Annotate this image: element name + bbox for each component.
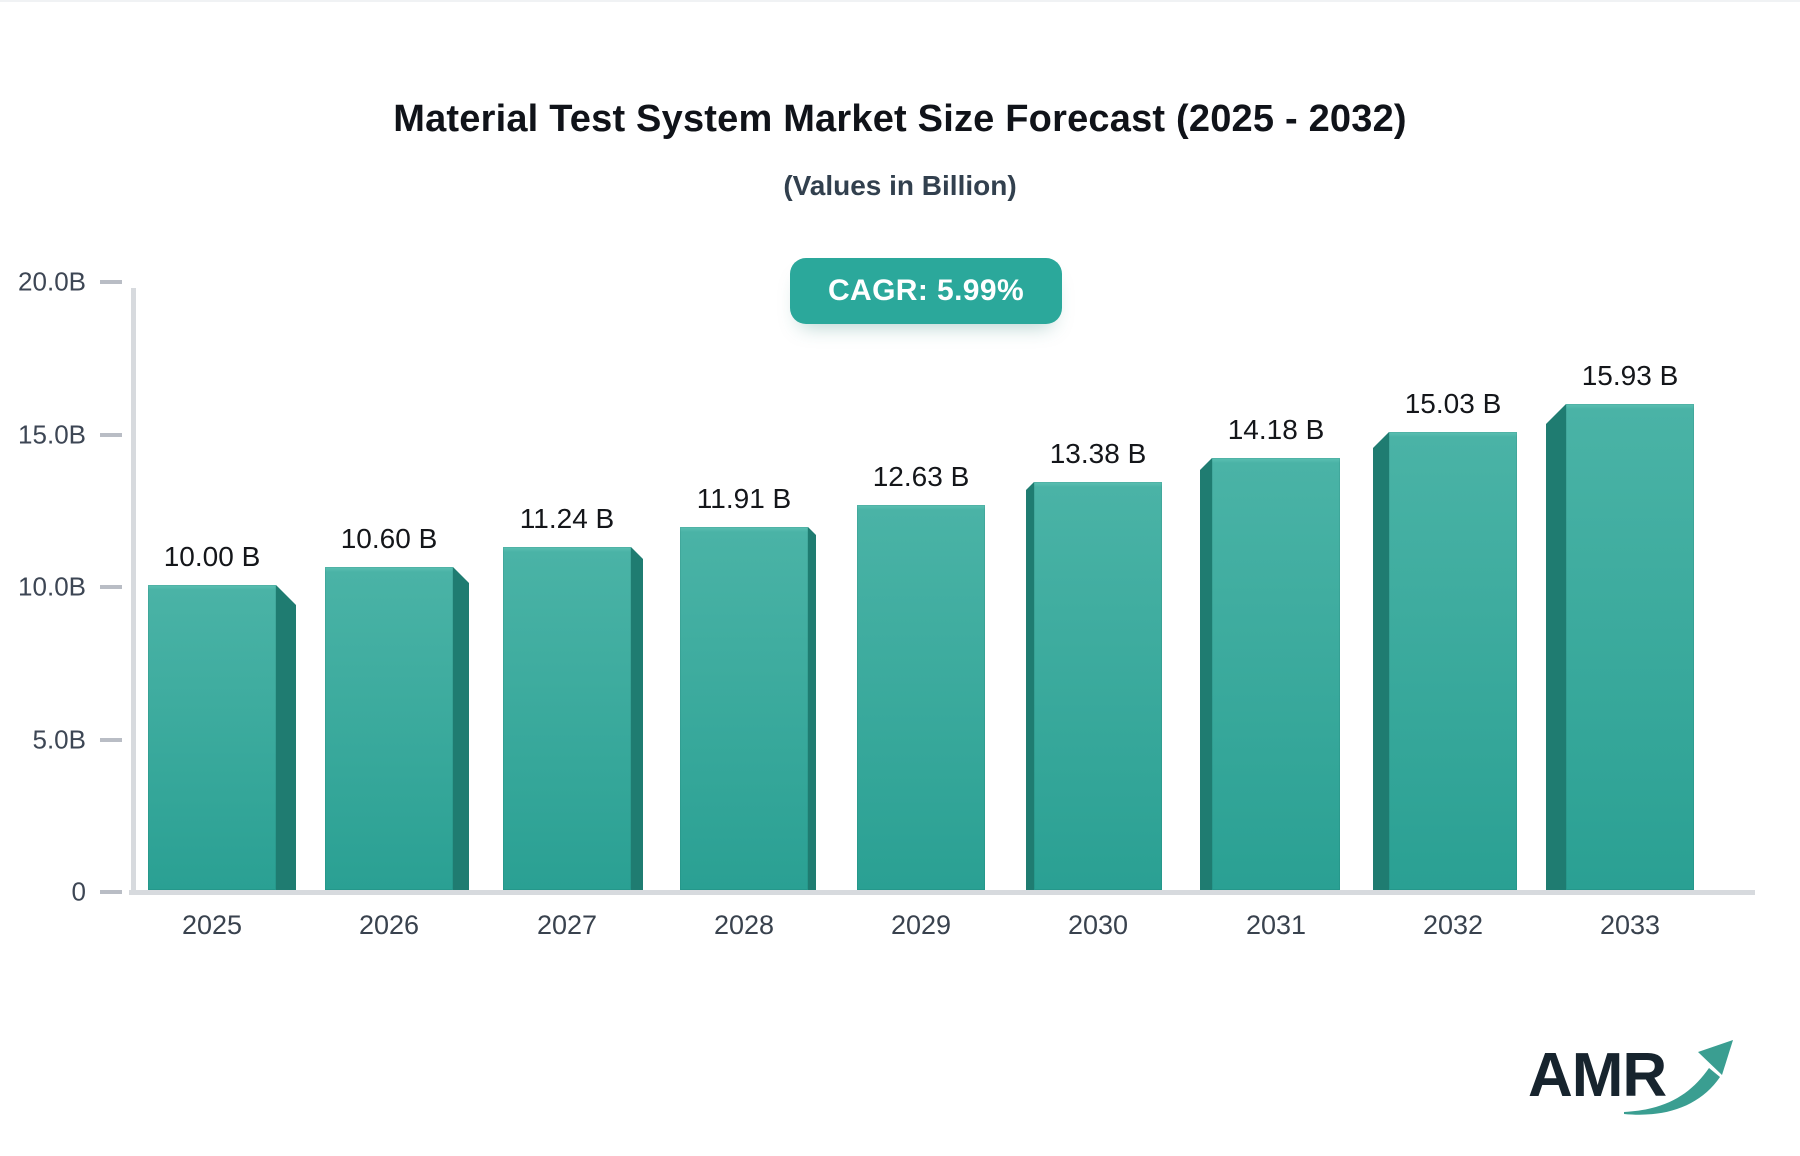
y-axis-tick-label: 5.0B — [32, 724, 87, 754]
bar-2029: 12.63 B — [857, 461, 985, 890]
logo-arrow-swoosh-icon — [1624, 1068, 1720, 1115]
y-axis-tick — [100, 890, 122, 894]
bar-side-face — [1200, 458, 1212, 890]
bar-side-face — [631, 547, 643, 890]
x-axis-label-2026: 2026 — [358, 910, 420, 940]
bar-2028: 11.91 B — [680, 483, 816, 890]
amr-logo-text: AMR — [1528, 1041, 1666, 1110]
bar-value-label: 15.93 B — [1581, 360, 1679, 391]
y-axis-tick — [100, 280, 122, 284]
bar-2027: 11.24 B — [503, 503, 643, 890]
bar-value-label: 10.00 B — [163, 541, 261, 572]
bar-face — [1566, 404, 1694, 890]
x-axis-label-2032: 2032 — [1422, 910, 1484, 940]
cagr-badge-label: CAGR: 5.99% — [827, 274, 1025, 307]
bar-2032: 15.03 B — [1373, 388, 1517, 890]
bar-2031: 14.18 B — [1200, 414, 1340, 890]
x-axis-line — [129, 890, 1755, 895]
x-axis-label-2031: 2031 — [1245, 910, 1307, 940]
bar-side-face — [1026, 482, 1034, 890]
bar-face — [1389, 432, 1517, 890]
logo-arrowhead-icon — [1698, 1040, 1733, 1075]
bar-value-label: 14.18 B — [1227, 414, 1325, 445]
bar-value-label: 13.38 B — [1049, 438, 1147, 469]
x-axis-label-2027: 2027 — [536, 910, 598, 940]
y-axis-tick-label: 10.0B — [18, 571, 86, 602]
x-axis-label-2028: 2028 — [713, 910, 775, 940]
bar-value-label: 15.03 B — [1404, 388, 1502, 419]
bar-side-face — [1373, 432, 1389, 890]
x-axis-label-2029: 2029 — [890, 910, 952, 940]
amr-logo: AMR — [1528, 1030, 1748, 1122]
bar-side-face — [1546, 404, 1566, 890]
chart-title: Material Test System Market Size Forecas… — [393, 98, 1407, 140]
bar-value-label: 10.60 B — [340, 523, 438, 554]
y-axis-tick — [100, 737, 122, 742]
bar-face — [1212, 458, 1340, 890]
y-axis-tick — [100, 585, 122, 589]
bar-side-face — [276, 585, 296, 890]
bar-face — [325, 567, 453, 890]
bar-face — [857, 505, 985, 890]
bar-2026: 10.60 B — [325, 523, 469, 890]
bar-value-label: 11.24 B — [519, 503, 615, 534]
bar-side-face — [808, 527, 816, 890]
chart-subtitle: (Values in Billion) — [783, 170, 1017, 201]
y-axis-line — [131, 288, 136, 895]
x-axis-label-2025: 2025 — [181, 910, 243, 940]
bar-value-label: 11.91 B — [696, 483, 792, 514]
bar-side-face — [453, 567, 469, 890]
plot-area: 20.0B 15.0B 10.0B 5.0B 0 10.00 B 2025 10.60 B 20… — [18, 267, 1755, 940]
y-axis-tick-label: 0 — [71, 876, 86, 907]
bar-value-label: 12.63 B — [872, 461, 970, 492]
x-axis-label-2033: 2033 — [1599, 910, 1661, 940]
bar-face — [148, 585, 276, 890]
x-axis-label-2030: 2030 — [1067, 910, 1129, 940]
cagr-badge: CAGR: 5.99% — [790, 258, 1062, 324]
bar-2030: 13.38 B — [1026, 438, 1162, 890]
bar-face — [1034, 482, 1162, 890]
bar-2025: 10.00 B — [148, 541, 296, 890]
y-axis-tick-label: 15.0B — [18, 419, 86, 449]
y-axis-tick-label: 20.0B — [18, 266, 86, 297]
bar-face — [680, 527, 808, 890]
bar-face — [503, 547, 631, 890]
y-axis-tick — [100, 432, 122, 437]
amr-logo-graphic: AMR — [1528, 1040, 1733, 1115]
bar-2033: 15.93 B — [1546, 360, 1694, 890]
